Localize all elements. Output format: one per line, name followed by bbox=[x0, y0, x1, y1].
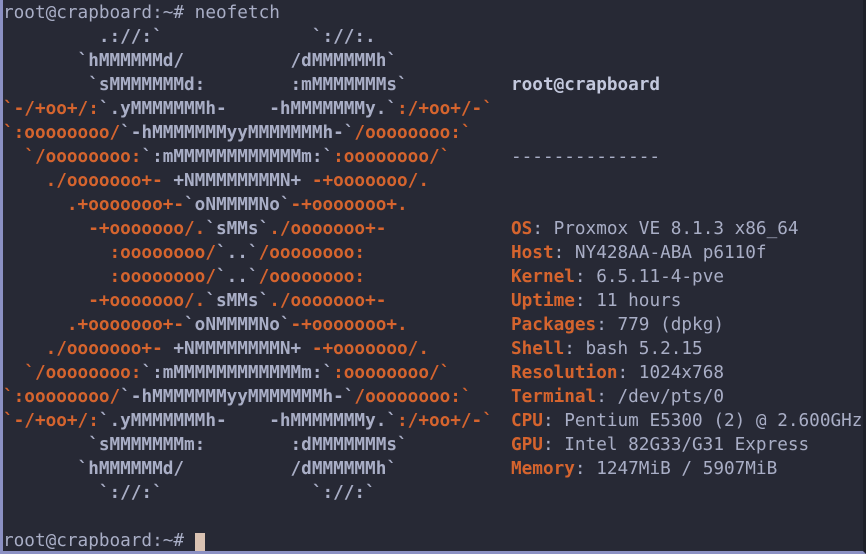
info-entry-shell: Shell: bash 5.2.15 bbox=[511, 339, 703, 359]
info-entry-cpu: CPU: Pentium E5300 (2) @ 2.600GHz bbox=[511, 411, 863, 431]
command-line: root@crapboard:~# neofetch bbox=[3, 3, 280, 23]
info-title-user-host: root@crapboard bbox=[511, 75, 661, 95]
info-entry-host: Host: NY428AA-ABA p6110f bbox=[511, 243, 767, 263]
shell-prompt-line[interactable]: root@crapboard:~# bbox=[3, 529, 863, 551]
info-entry-packages: Packages: 779 (dpkg) bbox=[511, 315, 724, 335]
system-info-panel: root@crapboard -------------- OS: Proxmo… bbox=[511, 25, 862, 551]
info-entry-uptime: Uptime: 11 hours bbox=[511, 291, 682, 311]
terminal-cursor bbox=[194, 533, 206, 551]
info-entries: OS: Proxmox VE 8.1.3 x86_64 Host: NY428AA… bbox=[511, 217, 862, 481]
info-entry-terminal: Terminal: /dev/pts/0 bbox=[511, 387, 724, 407]
info-entry-kernel: Kernel: 6.5.11-4-pve bbox=[511, 267, 724, 287]
info-entry-resolution: Resolution: 1024x768 bbox=[511, 363, 724, 383]
info-entry-os: OS: Proxmox VE 8.1.3 x86_64 bbox=[511, 219, 799, 239]
info-entry-memory: Memory: 1247MiB / 5907MiB bbox=[511, 459, 778, 479]
proxmox-ascii-logo: .://:` `://:. `hMMMMMMd/ /dMMMMMMh` `sMM… bbox=[3, 27, 493, 503]
info-separator: -------------- bbox=[511, 147, 661, 167]
neofetch-output: .://:` `://:. `hMMMMMMd/ /dMMMMMMh` `sMM… bbox=[3, 25, 863, 505]
info-entry-gpu: GPU: Intel 82G33/G31 Express bbox=[511, 435, 810, 455]
shell-prompt: root@crapboard:~# bbox=[3, 531, 195, 551]
